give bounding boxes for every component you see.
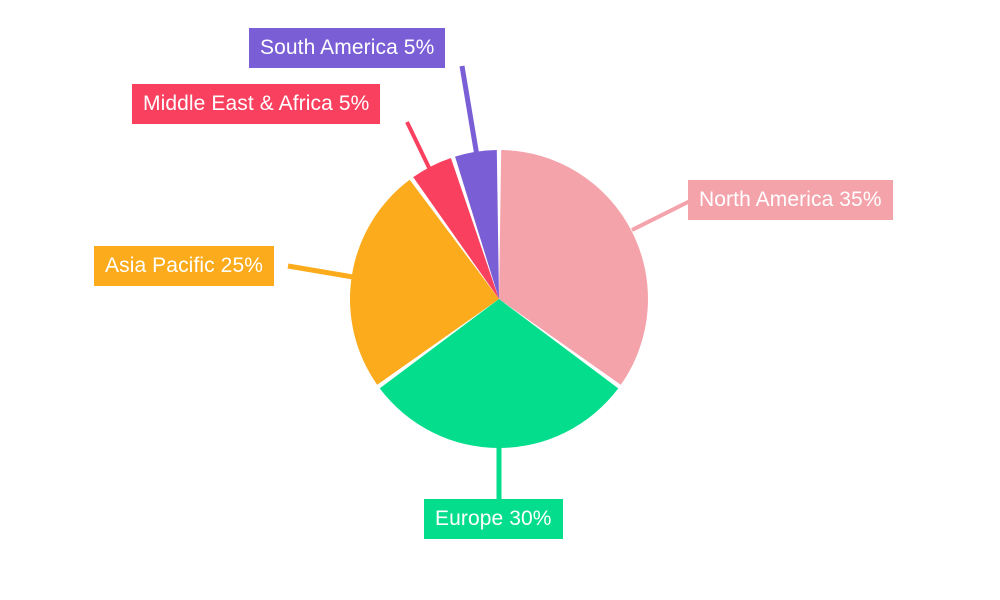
leader-line-north-america (631, 197, 695, 232)
pie-label-middle-east-africa[interactable]: Middle East & Africa 5% (132, 84, 381, 124)
pie-label-south-america[interactable]: South America 5% (249, 28, 446, 68)
pie-slice-asia-pacific[interactable] (350, 179, 499, 385)
pie-slices-group (350, 150, 648, 449)
pie-label-asia-pacific[interactable]: Asia Pacific 25% (94, 246, 275, 286)
leader-line-south-america (459, 65, 480, 157)
leader-line-asia-pacific (287, 263, 354, 280)
pie-label-north-america[interactable]: North America 35% (688, 180, 893, 220)
pie-slice-north-america[interactable] (499, 150, 648, 385)
pie-slice-south-america[interactable] (455, 150, 499, 299)
pie-slice-europe[interactable] (379, 299, 619, 449)
pie-slice-middle-east-africa[interactable] (413, 157, 499, 299)
pie-label-europe[interactable]: Europe 30% (424, 499, 563, 539)
